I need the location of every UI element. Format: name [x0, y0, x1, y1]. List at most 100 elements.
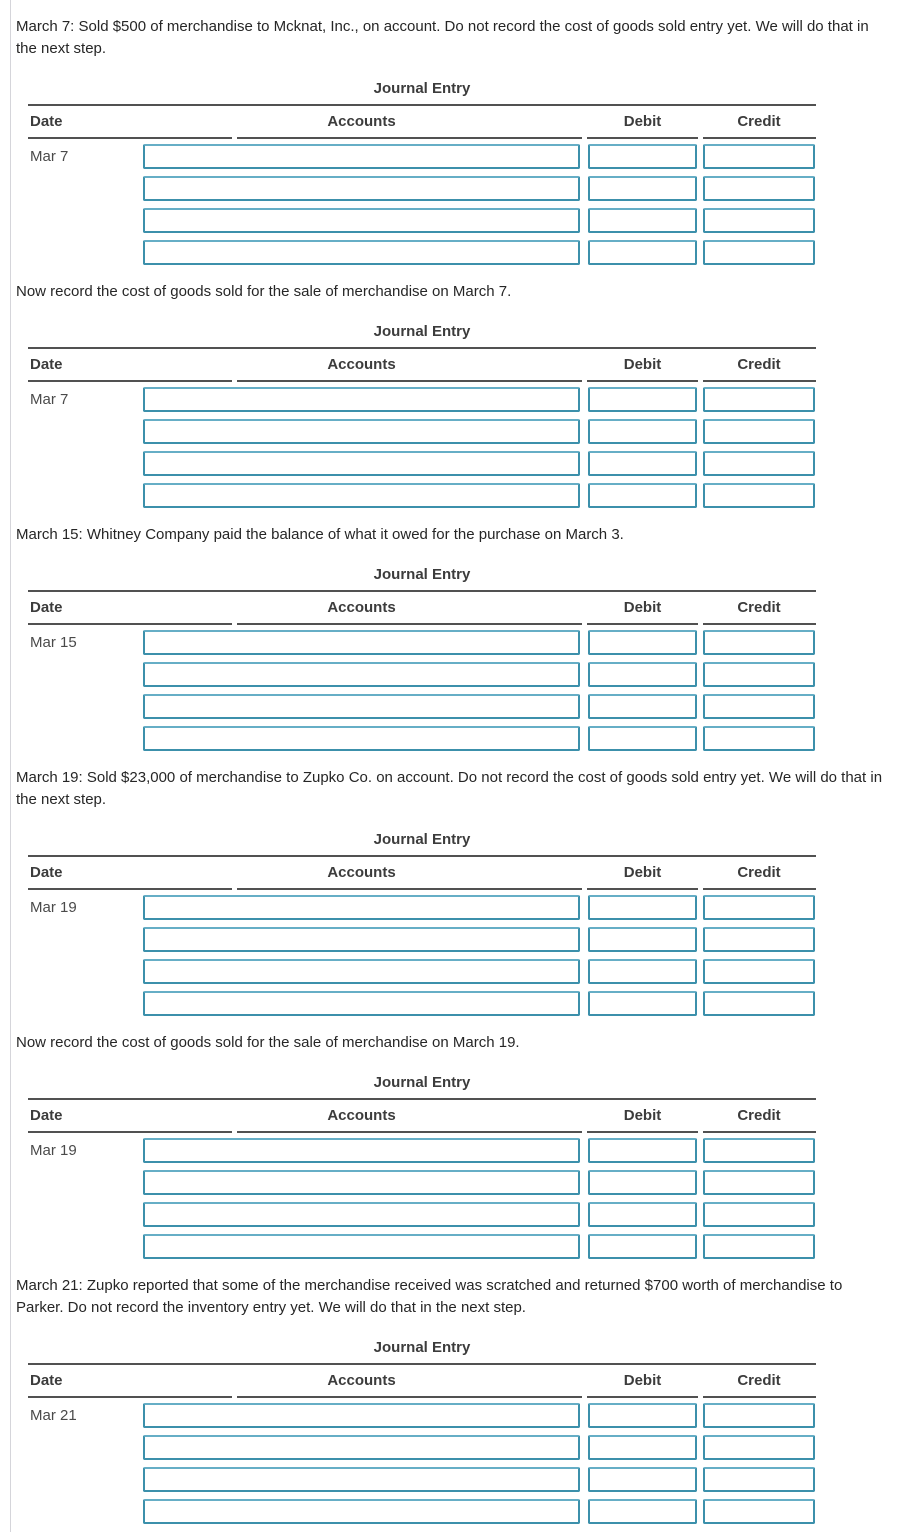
credit-input[interactable]	[703, 959, 815, 984]
accounts-input[interactable]	[143, 1435, 580, 1460]
debit-input[interactable]	[588, 387, 697, 412]
journal-row	[28, 483, 816, 508]
debit-input[interactable]	[588, 662, 697, 687]
accounts-input[interactable]	[143, 1138, 580, 1163]
credit-input[interactable]	[703, 387, 815, 412]
credit-input[interactable]	[703, 726, 815, 751]
debit-input[interactable]	[588, 1170, 697, 1195]
accounts-input[interactable]	[143, 1403, 580, 1428]
row-date-spacer	[28, 240, 143, 265]
credit-input[interactable]	[703, 176, 815, 201]
debit-input[interactable]	[588, 451, 697, 476]
debit-input[interactable]	[588, 419, 697, 444]
debit-input[interactable]	[588, 1499, 697, 1524]
accounts-input[interactable]	[143, 1170, 580, 1195]
accounts-input[interactable]	[143, 1234, 580, 1259]
accounts-column-header: Accounts	[327, 864, 396, 881]
date-column-header: Date	[30, 1107, 63, 1124]
debit-input[interactable]	[588, 208, 697, 233]
header-divider-segment	[587, 1131, 698, 1133]
credit-input[interactable]	[703, 991, 815, 1016]
table-header-row: Date Accounts Debit Credit	[28, 1365, 816, 1396]
credit-input[interactable]	[703, 1234, 815, 1259]
debit-input[interactable]	[588, 483, 697, 508]
debit-input[interactable]	[588, 630, 697, 655]
debit-input[interactable]	[588, 144, 697, 169]
accounts-input[interactable]	[143, 419, 580, 444]
accounts-input[interactable]	[143, 387, 580, 412]
debit-input[interactable]	[588, 240, 697, 265]
instruction-text: Now record the cost of goods sold for th…	[16, 1034, 520, 1051]
debit-column-header: Debit	[623, 1372, 662, 1389]
credit-input[interactable]	[703, 483, 815, 508]
credit-input[interactable]	[703, 144, 815, 169]
row-date-label: Mar 21	[30, 1407, 77, 1424]
accounts-input[interactable]	[143, 1202, 580, 1227]
credit-input[interactable]	[703, 1467, 815, 1492]
accounts-input[interactable]	[143, 991, 580, 1016]
accounts-input[interactable]	[143, 144, 580, 169]
row-date-spacer	[28, 1435, 143, 1460]
credit-input[interactable]	[703, 662, 815, 687]
accounts-input[interactable]	[143, 927, 580, 952]
debit-input[interactable]	[588, 895, 697, 920]
accounts-input[interactable]	[143, 694, 580, 719]
debit-input[interactable]	[588, 1435, 697, 1460]
credit-column-header: Credit	[737, 113, 781, 130]
debit-input[interactable]	[588, 1234, 697, 1259]
row-date-label: Mar 19	[30, 899, 77, 916]
accounts-input[interactable]	[143, 1499, 580, 1524]
credit-input[interactable]	[703, 1170, 815, 1195]
header-divider	[28, 1131, 816, 1133]
credit-input[interactable]	[703, 1202, 815, 1227]
credit-input[interactable]	[703, 1435, 815, 1460]
credit-input[interactable]	[703, 451, 815, 476]
journal-entry-table: Journal Entry Date Accounts Debit Credit…	[28, 323, 816, 508]
credit-input[interactable]	[703, 927, 815, 952]
date-column-header: Date	[30, 356, 63, 373]
credit-input[interactable]	[703, 208, 815, 233]
journal-row: Mar 7	[28, 387, 816, 412]
credit-input[interactable]	[703, 895, 815, 920]
debit-input[interactable]	[588, 1403, 697, 1428]
header-divider-segment	[703, 1131, 816, 1133]
accounts-input[interactable]	[143, 1467, 580, 1492]
table-header-row: Date Accounts Debit Credit	[28, 857, 816, 888]
credit-input[interactable]	[703, 1138, 815, 1163]
accounts-input[interactable]	[143, 451, 580, 476]
header-divider-segment	[28, 888, 232, 890]
debit-input[interactable]	[588, 1138, 697, 1163]
credit-input[interactable]	[703, 1499, 815, 1524]
debit-input[interactable]	[588, 1202, 697, 1227]
accounts-input[interactable]	[143, 176, 580, 201]
accounts-input[interactable]	[143, 630, 580, 655]
debit-input[interactable]	[588, 959, 697, 984]
credit-input[interactable]	[703, 1403, 815, 1428]
credit-input[interactable]	[703, 694, 815, 719]
accounts-input[interactable]	[143, 208, 580, 233]
header-divider-segment	[28, 1396, 232, 1398]
accounts-input[interactable]	[143, 483, 580, 508]
date-column-header: Date	[30, 864, 63, 881]
debit-input[interactable]	[588, 1467, 697, 1492]
debit-input[interactable]	[588, 694, 697, 719]
table-header-row: Date Accounts Debit Credit	[28, 106, 816, 137]
journal-section: March 21: Zupko reported that some of th…	[16, 1275, 922, 1524]
credit-input[interactable]	[703, 630, 815, 655]
accounts-input[interactable]	[143, 959, 580, 984]
debit-input[interactable]	[588, 176, 697, 201]
accounts-input[interactable]	[143, 895, 580, 920]
accounts-input[interactable]	[143, 726, 580, 751]
debit-input[interactable]	[588, 991, 697, 1016]
row-date-spacer	[28, 1499, 143, 1524]
journal-row	[28, 240, 816, 265]
journal-section: Now record the cost of goods sold for th…	[16, 1032, 922, 1259]
debit-input[interactable]	[588, 726, 697, 751]
credit-input[interactable]	[703, 419, 815, 444]
credit-input[interactable]	[703, 240, 815, 265]
accounts-input[interactable]	[143, 240, 580, 265]
row-date-spacer	[28, 726, 143, 751]
journal-row: Mar 19	[28, 1138, 816, 1163]
accounts-input[interactable]	[143, 662, 580, 687]
debit-input[interactable]	[588, 927, 697, 952]
